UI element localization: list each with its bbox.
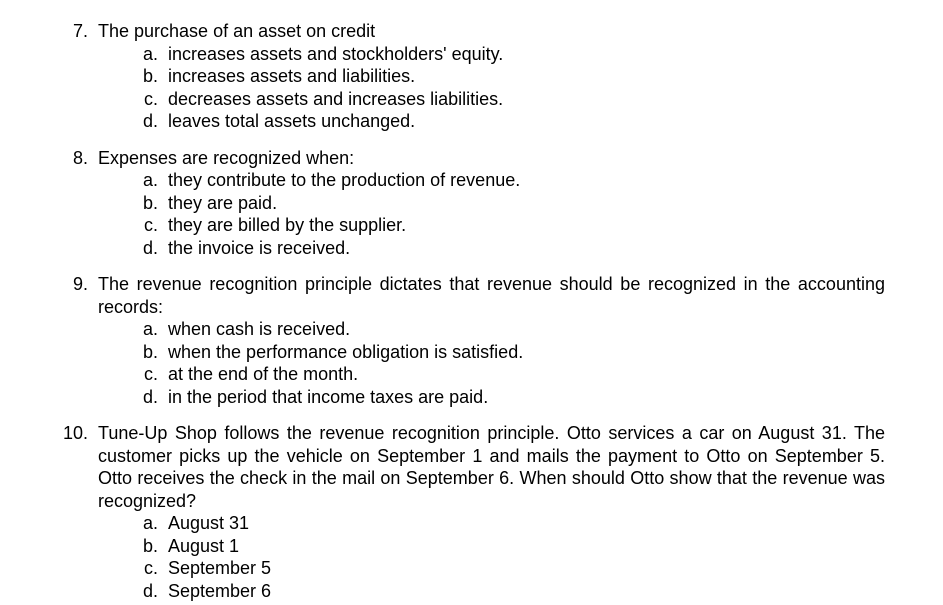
- option-text: when the performance obligation is satis…: [168, 341, 885, 364]
- option-label: c.: [136, 363, 168, 386]
- question-7: 7. The purchase of an asset on credit a.…: [58, 20, 885, 133]
- option-text: they are paid.: [168, 192, 885, 215]
- question-stem: Tune-Up Shop follows the revenue recogni…: [98, 422, 885, 512]
- option-label: a.: [136, 318, 168, 341]
- option-text: August 1: [168, 535, 885, 558]
- option-d: d. the invoice is received.: [136, 237, 885, 260]
- option-label: c.: [136, 557, 168, 580]
- options-list: a. August 31 b. August 1 c. September 5 …: [58, 512, 885, 602]
- option-text: leaves total assets unchanged.: [168, 110, 885, 133]
- options-list: a. increases assets and stockholders' eq…: [58, 43, 885, 133]
- option-b: b. when the performance obligation is sa…: [136, 341, 885, 364]
- option-b: b. increases assets and liabilities.: [136, 65, 885, 88]
- question-number: 7.: [58, 20, 98, 43]
- option-label: b.: [136, 65, 168, 88]
- option-label: c.: [136, 214, 168, 237]
- option-text: in the period that income taxes are paid…: [168, 386, 885, 409]
- question-stem: The purchase of an asset on credit: [98, 20, 885, 43]
- question-stem: Expenses are recognized when:: [98, 147, 885, 170]
- option-text: September 5: [168, 557, 885, 580]
- option-text: when cash is received.: [168, 318, 885, 341]
- question-row: 9. The revenue recognition principle dic…: [58, 273, 885, 318]
- option-text: they are billed by the supplier.: [168, 214, 885, 237]
- options-list: a. they contribute to the production of …: [58, 169, 885, 259]
- option-label: c.: [136, 88, 168, 111]
- option-label: a.: [136, 512, 168, 535]
- option-label: b.: [136, 192, 168, 215]
- option-a: a. they contribute to the production of …: [136, 169, 885, 192]
- question-number: 8.: [58, 147, 98, 170]
- question-number: 9.: [58, 273, 98, 296]
- question-number: 10.: [58, 422, 98, 445]
- question-stem: The revenue recognition principle dictat…: [98, 273, 885, 318]
- option-text: August 31: [168, 512, 885, 535]
- question-row: 7. The purchase of an asset on credit: [58, 20, 885, 43]
- option-c: c. they are billed by the supplier.: [136, 214, 885, 237]
- option-d: d. in the period that income taxes are p…: [136, 386, 885, 409]
- question-9: 9. The revenue recognition principle dic…: [58, 273, 885, 408]
- option-label: d.: [136, 110, 168, 133]
- option-text: at the end of the month.: [168, 363, 885, 386]
- question-row: 10. Tune-Up Shop follows the revenue rec…: [58, 422, 885, 512]
- option-c: c. at the end of the month.: [136, 363, 885, 386]
- option-c: c. September 5: [136, 557, 885, 580]
- option-text: the invoice is received.: [168, 237, 885, 260]
- option-label: a.: [136, 43, 168, 66]
- option-b: b. August 1: [136, 535, 885, 558]
- option-a: a. increases assets and stockholders' eq…: [136, 43, 885, 66]
- option-d: d. September 6: [136, 580, 885, 603]
- option-a: a. August 31: [136, 512, 885, 535]
- option-label: d.: [136, 386, 168, 409]
- option-b: b. they are paid.: [136, 192, 885, 215]
- option-label: d.: [136, 237, 168, 260]
- option-text: increases assets and liabilities.: [168, 65, 885, 88]
- options-list: a. when cash is received. b. when the pe…: [58, 318, 885, 408]
- option-d: d. leaves total assets unchanged.: [136, 110, 885, 133]
- option-label: d.: [136, 580, 168, 603]
- question-8: 8. Expenses are recognized when: a. they…: [58, 147, 885, 260]
- document-page: 7. The purchase of an asset on credit a.…: [0, 0, 943, 605]
- option-label: b.: [136, 341, 168, 364]
- option-c: c. decreases assets and increases liabil…: [136, 88, 885, 111]
- option-text: September 6: [168, 580, 885, 603]
- option-label: a.: [136, 169, 168, 192]
- option-text: decreases assets and increases liabiliti…: [168, 88, 885, 111]
- option-label: b.: [136, 535, 168, 558]
- option-a: a. when cash is received.: [136, 318, 885, 341]
- question-row: 8. Expenses are recognized when:: [58, 147, 885, 170]
- option-text: increases assets and stockholders' equit…: [168, 43, 885, 66]
- question-10: 10. Tune-Up Shop follows the revenue rec…: [58, 422, 885, 602]
- option-text: they contribute to the production of rev…: [168, 169, 885, 192]
